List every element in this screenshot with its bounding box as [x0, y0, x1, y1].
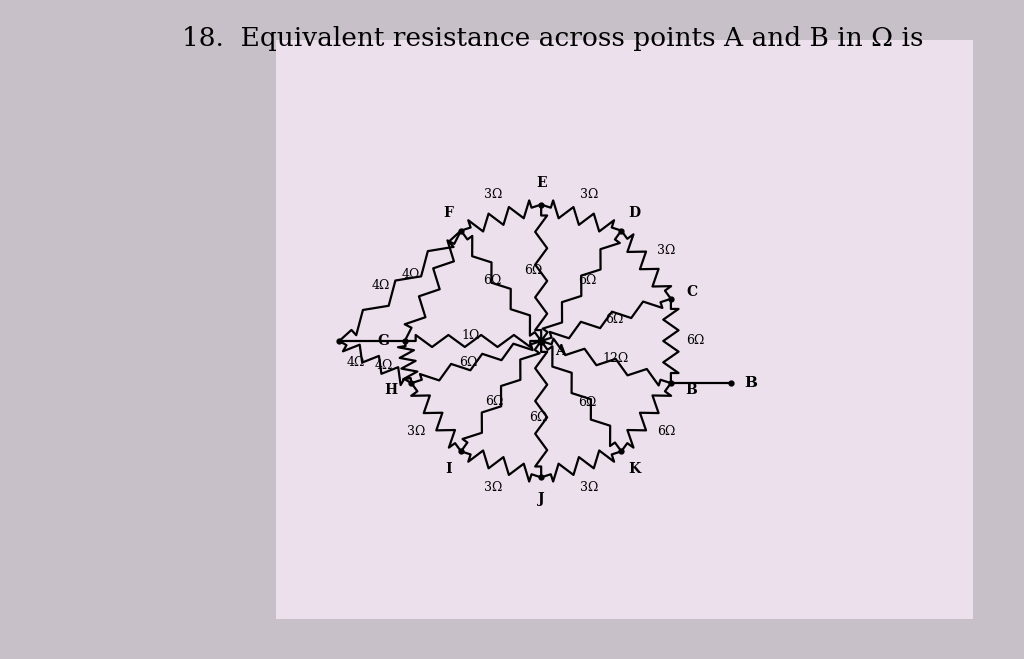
Text: D: D [628, 206, 640, 220]
Text: 6Ω: 6Ω [484, 395, 503, 408]
Text: K: K [628, 462, 640, 476]
Text: 6Ω: 6Ω [524, 264, 542, 277]
Text: 4Ω: 4Ω [347, 356, 366, 368]
Text: 6Ω: 6Ω [483, 274, 502, 287]
Text: J: J [538, 492, 545, 506]
Text: C: C [686, 285, 697, 299]
Text: B: B [686, 383, 697, 397]
Text: 6Ω: 6Ω [529, 411, 548, 424]
Text: 6Ω: 6Ω [578, 396, 596, 409]
Text: 4Ω: 4Ω [375, 359, 393, 372]
Text: 18.  Equivalent resistance across points A and B in Ω is: 18. Equivalent resistance across points … [182, 26, 924, 51]
Text: 3Ω: 3Ω [656, 244, 675, 257]
Text: H: H [384, 383, 397, 397]
Text: I: I [444, 462, 452, 476]
Text: A: A [555, 344, 565, 358]
Text: 1Ω: 1Ω [461, 329, 479, 342]
Text: 4Ω: 4Ω [401, 268, 420, 281]
Text: 3Ω: 3Ω [408, 425, 426, 438]
Text: 4Ω: 4Ω [372, 279, 390, 293]
Text: 12Ω: 12Ω [602, 353, 629, 365]
Text: 6Ω: 6Ω [686, 335, 705, 347]
Text: E: E [536, 176, 547, 190]
Text: 6Ω: 6Ω [459, 357, 477, 370]
Text: 6Ω: 6Ω [578, 274, 596, 287]
Text: 3Ω: 3Ω [484, 481, 503, 494]
Text: 6Ω: 6Ω [605, 312, 624, 326]
Text: G: G [377, 334, 389, 348]
Text: 3Ω: 3Ω [580, 481, 598, 494]
Text: F: F [443, 206, 453, 220]
Text: 3Ω: 3Ω [484, 188, 503, 201]
Text: 6Ω: 6Ω [656, 425, 675, 438]
Text: 3Ω: 3Ω [580, 188, 598, 201]
Text: B: B [744, 376, 758, 390]
